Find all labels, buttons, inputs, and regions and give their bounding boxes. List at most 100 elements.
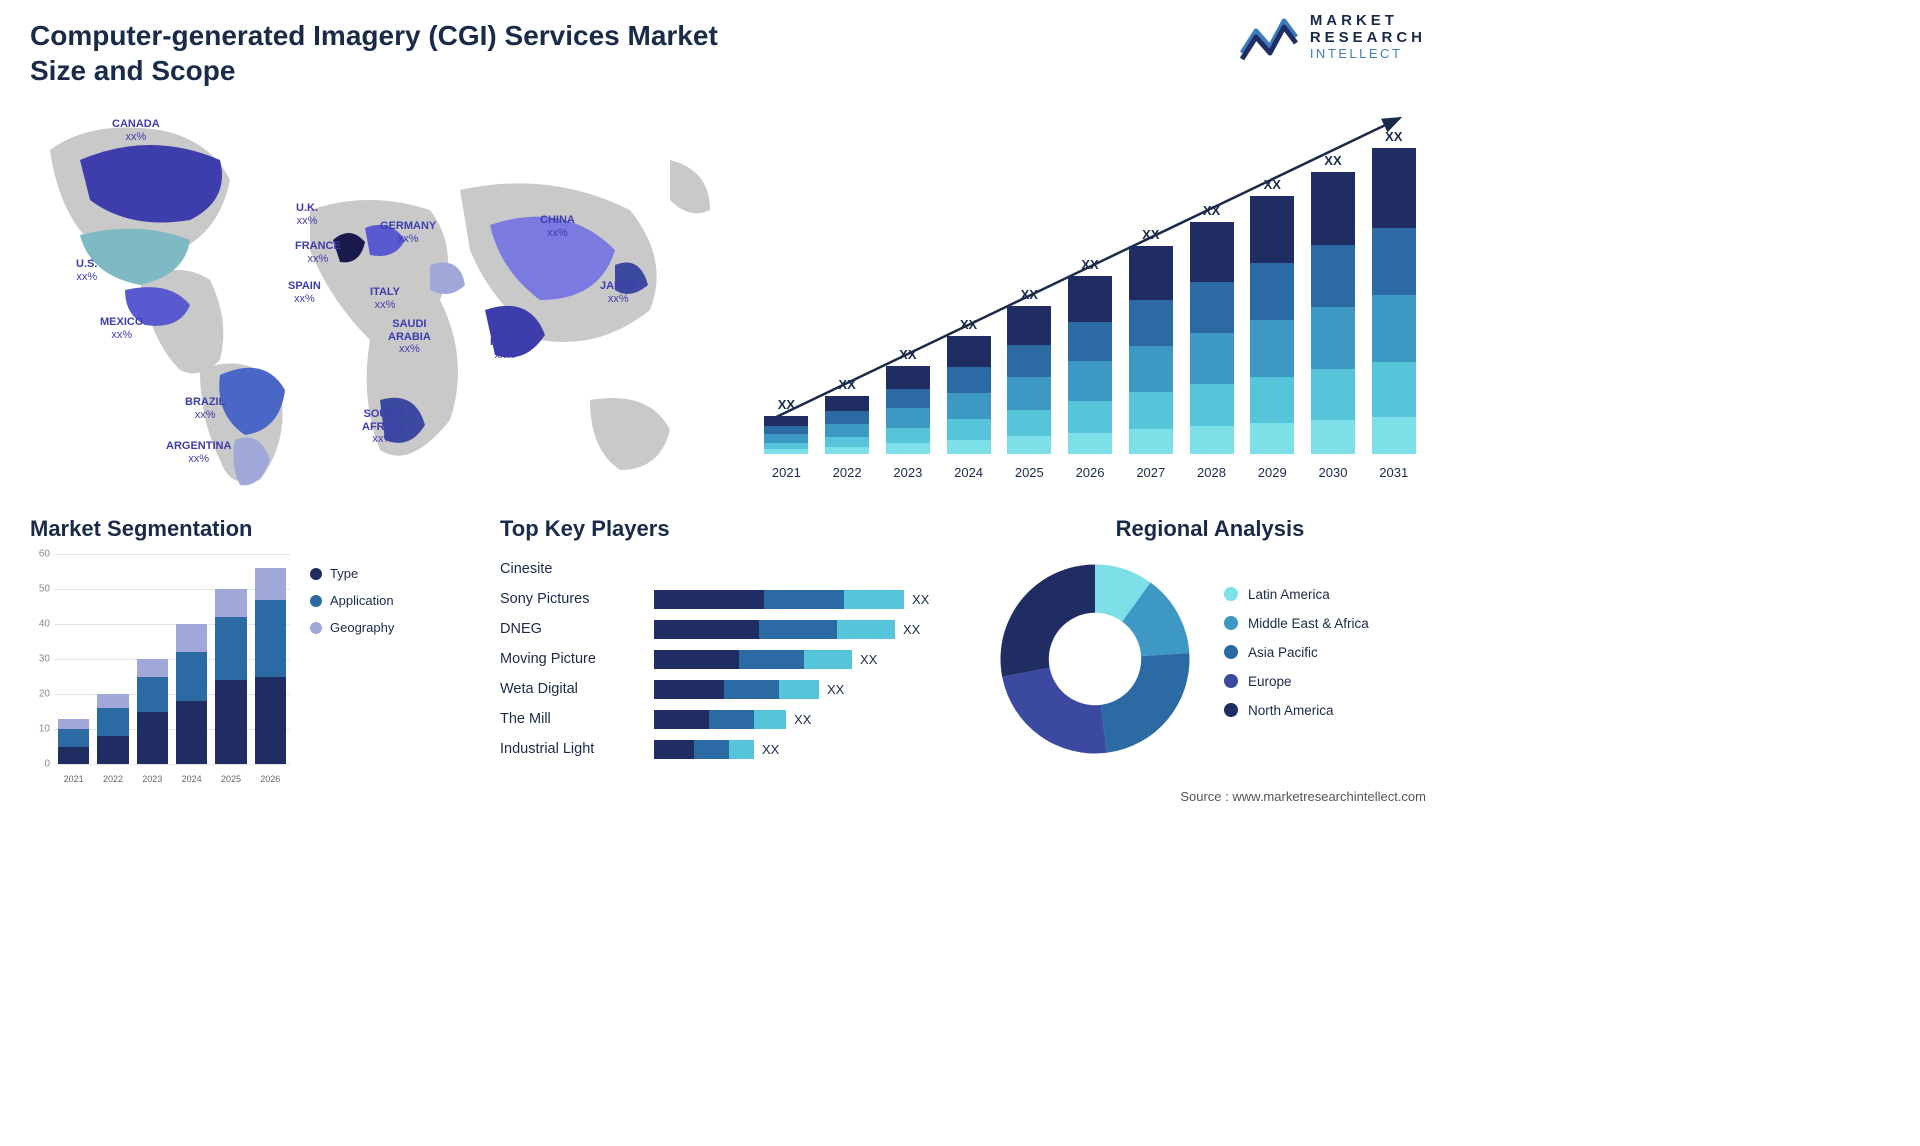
seg-y-tick: 60 xyxy=(39,549,50,560)
main-bar-2028: XX xyxy=(1185,203,1238,454)
segmentation-legend: Type Application Geography xyxy=(310,566,394,647)
kp-value: XX xyxy=(762,742,779,757)
seg-y-tick: 0 xyxy=(44,759,50,770)
main-bar-2026: XX xyxy=(1064,257,1117,454)
map-label-germany: GERMANYxx% xyxy=(380,220,436,245)
segmentation-section: Market Segmentation 0102030405060 202120… xyxy=(30,516,430,784)
seg-bar-2021 xyxy=(58,719,89,765)
main-bar-2027: XX xyxy=(1124,227,1177,454)
seg-y-tick: 50 xyxy=(39,584,50,595)
main-bar-2022: XX xyxy=(821,377,874,454)
map-label-u-s-: U.S.xx% xyxy=(76,258,97,283)
main-bar-value: XX xyxy=(1081,257,1098,272)
seg-x-label: 2025 xyxy=(215,774,246,784)
donut-legend-item: Europe xyxy=(1224,674,1369,689)
seg-x-label: 2024 xyxy=(176,774,207,784)
donut-legend-item: Asia Pacific xyxy=(1224,645,1369,660)
kp-name: Moving Picture xyxy=(500,644,640,674)
main-bar-2025: XX xyxy=(1003,287,1056,454)
seg-bar-2022 xyxy=(97,694,128,764)
main-x-label: 2021 xyxy=(760,465,813,480)
seg-bar-2023 xyxy=(137,659,168,764)
segmentation-chart: 0102030405060 202120222023202420252026 xyxy=(30,554,290,784)
kp-name: The Mill xyxy=(500,704,640,734)
main-x-label: 2023 xyxy=(881,465,934,480)
map-label-canada: CANADAxx% xyxy=(112,118,160,143)
kp-row: XX xyxy=(654,734,960,764)
kp-name: Weta Digital xyxy=(500,674,640,704)
seg-x-label: 2021 xyxy=(58,774,89,784)
main-bar-value: XX xyxy=(1142,227,1159,242)
main-x-label: 2022 xyxy=(821,465,874,480)
kp-row: XX xyxy=(654,584,960,614)
key-players-title: Top Key Players xyxy=(500,516,960,542)
map-label-japan: JAPANxx% xyxy=(600,280,636,305)
map-label-u-k-: U.K.xx% xyxy=(296,202,318,227)
key-players-section: Top Key Players CinesiteSony PicturesDNE… xyxy=(500,516,960,764)
seg-legend-item: Application xyxy=(310,593,394,608)
seg-x-label: 2023 xyxy=(137,774,168,784)
main-x-label: 2031 xyxy=(1367,465,1420,480)
kp-name: Industrial Light xyxy=(500,734,640,764)
logo-line2: RESEARCH xyxy=(1310,29,1426,46)
main-bar-value: XX xyxy=(1264,177,1281,192)
kp-row: XX xyxy=(654,704,960,734)
market-size-chart: XX XX XX XX XX XX XX XX XX XX XX 2021 2022 2023 2024 2… xyxy=(760,100,1420,480)
kp-value: XX xyxy=(903,622,920,637)
donut-legend-item: North America xyxy=(1224,703,1369,718)
main-x-label: 2030 xyxy=(1307,465,1360,480)
kp-name: Cinesite xyxy=(500,554,640,584)
main-bar-2031: XX xyxy=(1367,129,1420,454)
kp-row: XX xyxy=(654,644,960,674)
map-label-india: INDIAxx% xyxy=(490,336,520,361)
main-x-label: 2028 xyxy=(1185,465,1238,480)
map-label-china: CHINAxx% xyxy=(540,214,575,239)
map-label-mexico: MEXICOxx% xyxy=(100,316,143,341)
seg-y-tick: 10 xyxy=(39,724,50,735)
map-label-brazil: BRAZILxx% xyxy=(185,396,225,421)
key-players-bars: XX XX XX XX XX XX xyxy=(654,554,960,764)
main-bar-2030: XX xyxy=(1307,153,1360,454)
seg-legend-item: Type xyxy=(310,566,394,581)
main-bar-value: XX xyxy=(1385,129,1402,144)
brand-logo: MARKET RESEARCH INTELLECT xyxy=(1240,12,1426,61)
main-x-label: 2025 xyxy=(1003,465,1056,480)
kp-name: Sony Pictures xyxy=(500,584,640,614)
main-bar-value: XX xyxy=(899,347,916,362)
donut-slice-asia-pacific xyxy=(1101,653,1190,753)
logo-line1: MARKET xyxy=(1310,12,1426,29)
main-bar-2021: XX xyxy=(760,397,813,454)
seg-legend-item: Geography xyxy=(310,620,394,635)
main-bar-value: XX xyxy=(960,317,977,332)
main-bar-2029: XX xyxy=(1246,177,1299,454)
main-bar-value: XX xyxy=(1203,203,1220,218)
main-x-label: 2029 xyxy=(1246,465,1299,480)
main-bar-value: XX xyxy=(838,377,855,392)
donut-slice-europe xyxy=(1002,668,1107,754)
map-label-south-africa: SOUTHAFRICAxx% xyxy=(362,408,404,446)
seg-x-label: 2022 xyxy=(97,774,128,784)
kp-row: XX xyxy=(654,674,960,704)
main-x-label: 2027 xyxy=(1124,465,1177,480)
kp-value: XX xyxy=(827,682,844,697)
logo-icon xyxy=(1240,13,1298,61)
donut-legend-item: Middle East & Africa xyxy=(1224,616,1369,631)
map-label-spain: SPAINxx% xyxy=(288,280,321,305)
map-label-france: FRANCExx% xyxy=(295,240,341,265)
source-text: Source : www.marketresearchintellect.com xyxy=(1180,789,1426,804)
main-bar-value: XX xyxy=(778,397,795,412)
seg-bar-2025 xyxy=(215,589,246,764)
seg-bar-2026 xyxy=(255,568,286,764)
main-x-label: 2026 xyxy=(1064,465,1117,480)
main-x-label: 2024 xyxy=(942,465,995,480)
page-title: Computer-generated Imagery (CGI) Service… xyxy=(30,18,750,88)
seg-y-tick: 30 xyxy=(39,654,50,665)
logo-line3: INTELLECT xyxy=(1310,47,1426,62)
map-label-argentina: ARGENTINAxx% xyxy=(166,440,231,465)
seg-x-label: 2026 xyxy=(255,774,286,784)
main-bar-2024: XX xyxy=(942,317,995,454)
seg-bar-2024 xyxy=(176,624,207,764)
kp-value: XX xyxy=(860,652,877,667)
seg-y-tick: 40 xyxy=(39,619,50,630)
kp-name: DNEG xyxy=(500,614,640,644)
